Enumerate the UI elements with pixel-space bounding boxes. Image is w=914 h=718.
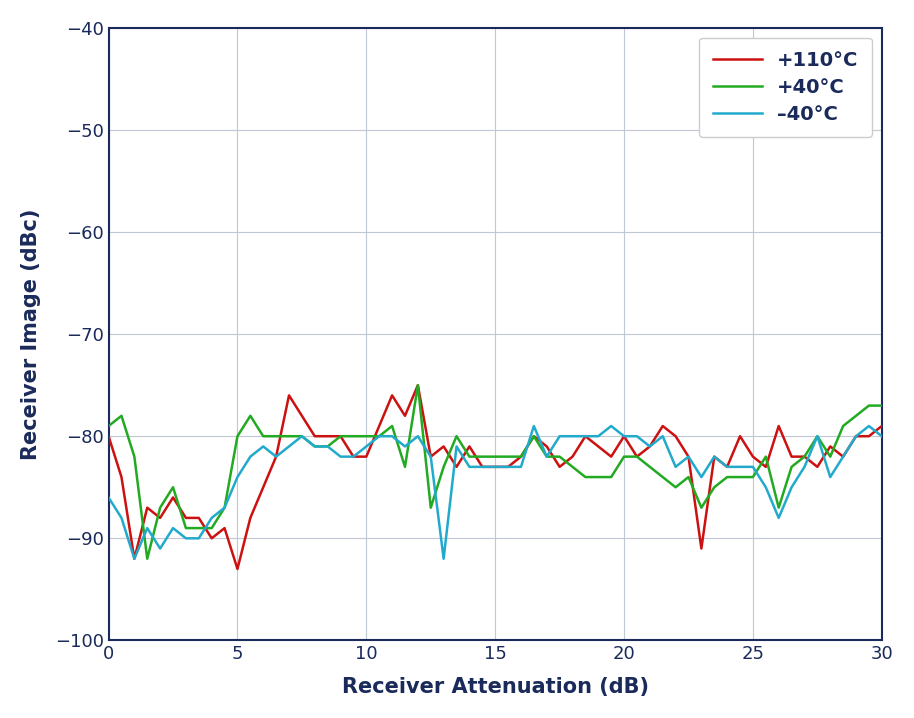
+40°C	[877, 401, 887, 410]
–40°C	[387, 432, 398, 441]
–40°C	[799, 462, 810, 471]
+40°C	[271, 432, 282, 441]
–40°C	[129, 554, 140, 563]
–40°C	[103, 493, 114, 502]
+110°C	[541, 442, 552, 451]
+40°C	[296, 432, 307, 441]
+40°C	[541, 452, 552, 461]
–40°C	[271, 452, 282, 461]
+40°C	[799, 452, 810, 461]
+40°C	[103, 421, 114, 430]
Line: –40°C: –40°C	[109, 426, 882, 559]
+110°C	[877, 421, 887, 430]
Legend: +110°C, +40°C, –40°C: +110°C, +40°C, –40°C	[699, 37, 872, 137]
+110°C	[387, 391, 398, 400]
Line: +110°C: +110°C	[109, 385, 882, 569]
–40°C	[541, 452, 552, 461]
–40°C	[593, 432, 604, 441]
+110°C	[799, 452, 810, 461]
+110°C	[103, 432, 114, 441]
Line: +40°C: +40°C	[109, 385, 882, 559]
–40°C	[296, 432, 307, 441]
X-axis label: Receiver Attenuation (dB): Receiver Attenuation (dB)	[342, 677, 649, 697]
+110°C	[296, 411, 307, 420]
Y-axis label: Receiver Image (dBc): Receiver Image (dBc)	[21, 208, 41, 460]
+40°C	[142, 554, 153, 563]
+40°C	[412, 381, 423, 389]
+110°C	[232, 564, 243, 573]
–40°C	[877, 432, 887, 441]
–40°C	[528, 421, 539, 430]
+110°C	[593, 442, 604, 451]
+110°C	[271, 452, 282, 461]
+110°C	[412, 381, 423, 389]
+40°C	[593, 472, 604, 481]
+40°C	[387, 421, 398, 430]
